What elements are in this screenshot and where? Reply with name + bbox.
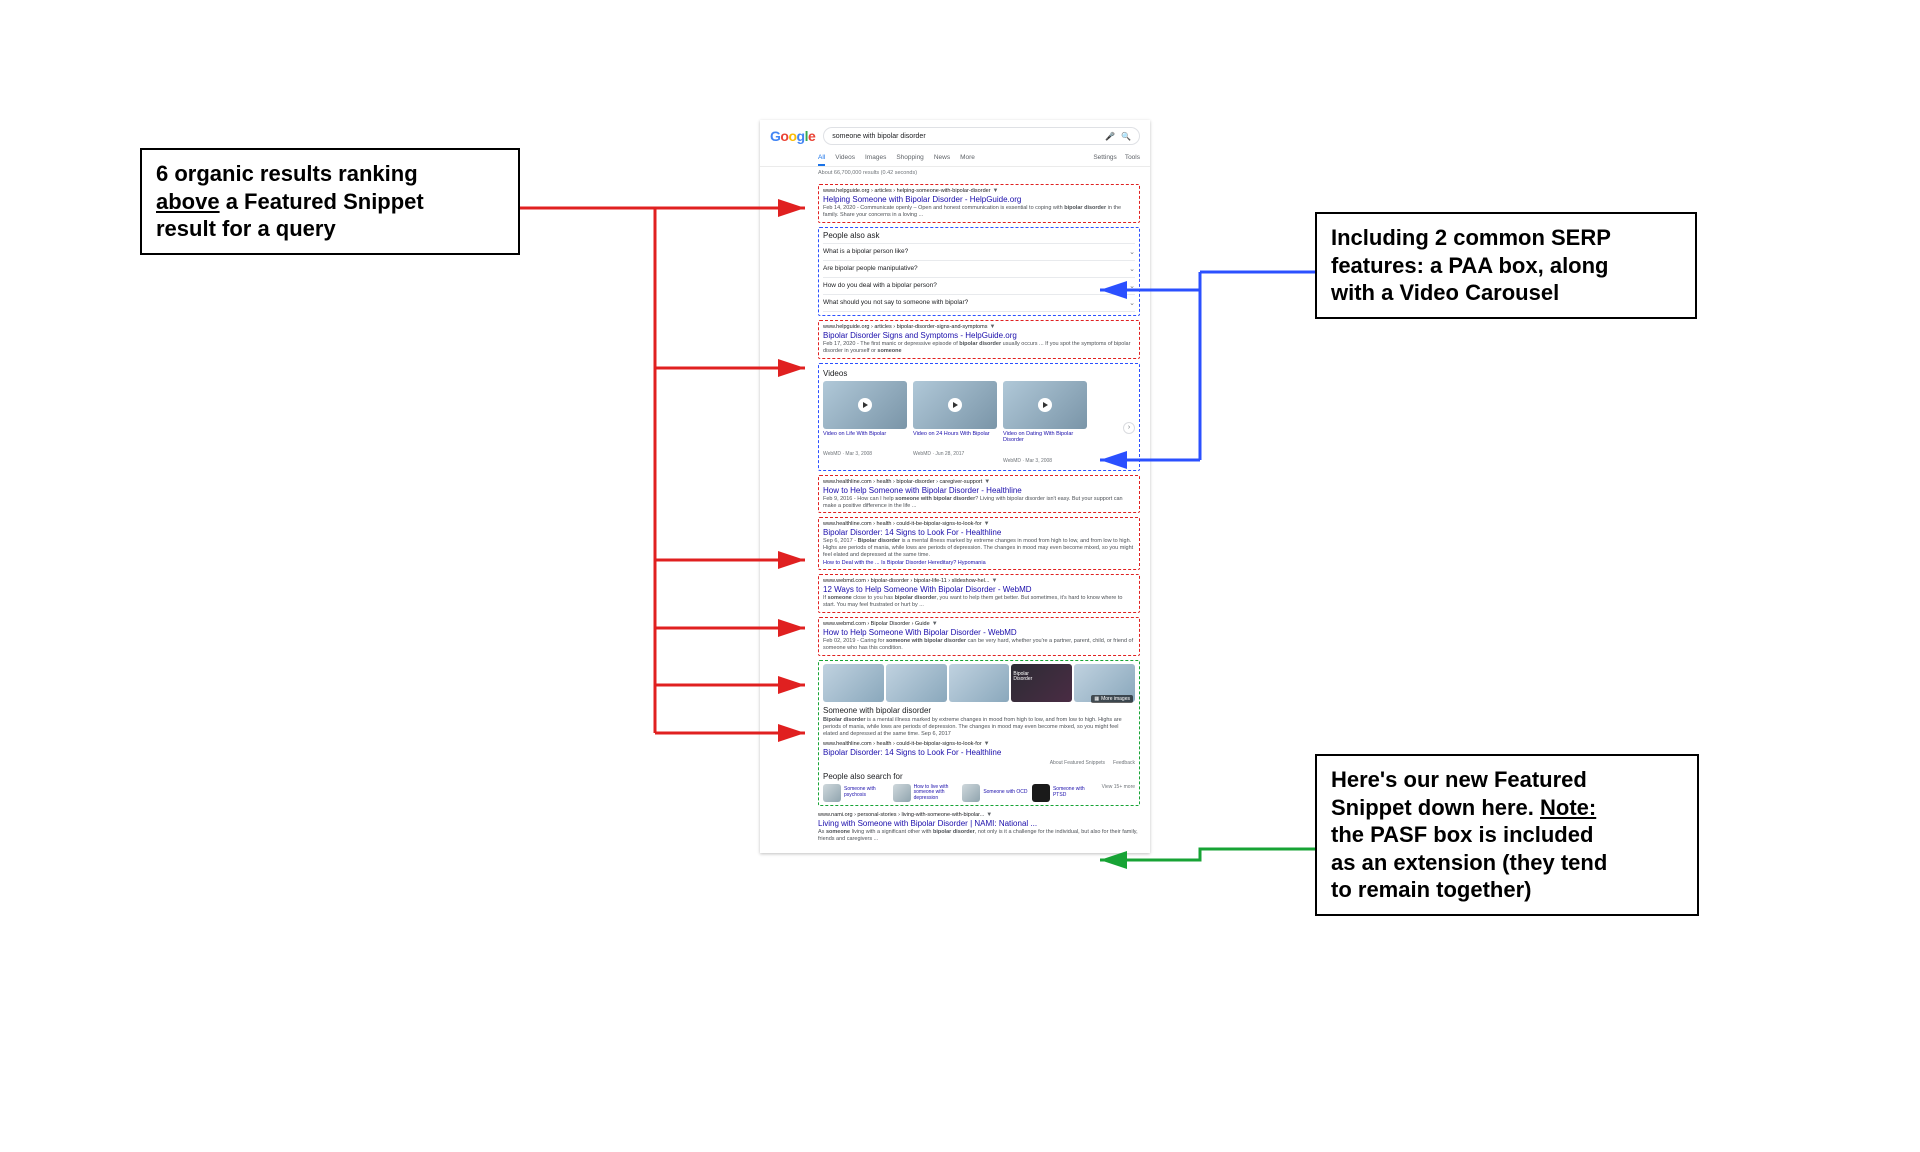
result-title[interactable]: Living with Someone with Bipolar Disorde…: [818, 819, 1140, 828]
feedback-link[interactable]: Feedback: [1113, 760, 1135, 766]
video-card[interactable]: Video on Life With Bipolar WebMD · Mar 3…: [823, 381, 907, 464]
play-icon: [1038, 398, 1052, 412]
search-icon[interactable]: 🔍: [1121, 132, 1131, 141]
callout-right-top: Including 2 common SERP features: a PAA …: [1315, 212, 1697, 319]
tab-videos[interactable]: Videos: [835, 151, 855, 166]
search-input[interactable]: someone with bipolar disorder 🎤 🔍: [823, 127, 1140, 145]
paa-question[interactable]: What should you not say to someone with …: [823, 294, 1135, 312]
organic-result-4: www.healthline.com › health › could-it-b…: [818, 517, 1140, 570]
tab-shopping[interactable]: Shopping: [896, 151, 923, 166]
mic-icon[interactable]: 🎤: [1105, 132, 1115, 141]
serp-body: www.helpguide.org › articles › helping-s…: [760, 176, 1150, 853]
result-title[interactable]: 12 Ways to Help Someone With Bipolar Dis…: [823, 585, 1135, 594]
organic-result-7: www.nami.org › personal-stories › living…: [818, 812, 1140, 843]
fs-image[interactable]: [823, 664, 884, 702]
dropdown-icon[interactable]: ▼: [992, 578, 998, 584]
pasf-item[interactable]: Someone with psychosis: [823, 784, 889, 802]
chevron-down-icon: ⌄: [1129, 282, 1135, 290]
video-thumb: [913, 381, 997, 429]
more-images-chip[interactable]: ▦More images: [1091, 695, 1133, 703]
pasf-title: People also search for: [823, 772, 1135, 781]
serp-screenshot: Google someone with bipolar disorder 🎤 🔍…: [760, 120, 1150, 853]
result-title[interactable]: Helping Someone with Bipolar Disorder - …: [823, 195, 1135, 204]
play-icon: [948, 398, 962, 412]
organic-result-1: www.helpguide.org › articles › helping-s…: [818, 184, 1140, 223]
paa-question[interactable]: Are bipolar people manipulative?⌄: [823, 260, 1135, 277]
fs-text: Bipolar disorder is a mental illness mar…: [823, 717, 1135, 738]
chevron-down-icon: ⌄: [1129, 265, 1135, 273]
callout-left-line2: above a Featured Snippet: [156, 188, 504, 216]
paa-question[interactable]: How do you deal with a bipolar person?⌄: [823, 277, 1135, 294]
paa-question[interactable]: What is a bipolar person like?⌄: [823, 243, 1135, 260]
result-sublinks[interactable]: How to Deal with the ... Is Bipolar Diso…: [823, 560, 1135, 566]
callout-left-line1: 6 organic results ranking: [156, 160, 504, 188]
callout-left: 6 organic results ranking above a Featur…: [140, 148, 520, 255]
serp-tabs: All Videos Images Shopping News More Set…: [760, 149, 1150, 167]
result-title[interactable]: Bipolar Disorder Signs and Symptoms - He…: [823, 331, 1135, 340]
result-title[interactable]: How to Help Someone with Bipolar Disorde…: [823, 486, 1135, 495]
tab-all[interactable]: All: [818, 151, 825, 166]
tab-more[interactable]: More: [960, 151, 975, 166]
organic-result-5: www.webmd.com › bipolar-disorder › bipol…: [818, 574, 1140, 613]
tab-settings[interactable]: Settings: [1093, 151, 1117, 166]
video-carousel: Videos Video on Life With Bipolar WebMD …: [818, 363, 1140, 471]
play-icon: [858, 398, 872, 412]
pasf-item[interactable]: How to live with someone with depression: [893, 784, 959, 802]
tab-news[interactable]: News: [934, 151, 950, 166]
tab-tools[interactable]: Tools: [1125, 151, 1140, 166]
video-card[interactable]: Video on 24 Hours With Bipolar WebMD · J…: [913, 381, 997, 464]
google-logo: Google: [770, 128, 815, 144]
dropdown-icon[interactable]: ▼: [993, 188, 999, 194]
callout-left-line3: result for a query: [156, 215, 504, 243]
dropdown-icon[interactable]: ▼: [984, 521, 990, 527]
fs-image[interactable]: [949, 664, 1010, 702]
dropdown-icon[interactable]: ▼: [984, 741, 990, 747]
result-title[interactable]: How to Help Someone With Bipolar Disorde…: [823, 628, 1135, 637]
pasf-item[interactable]: Someone with OCD: [962, 784, 1028, 802]
result-stats: About 66,700,000 results (0.42 seconds): [760, 167, 1150, 176]
about-fs-link[interactable]: About Featured Snippets: [1050, 760, 1105, 766]
pasf-row: Someone with psychosis How to live with …: [823, 784, 1135, 802]
fs-image[interactable]: [886, 664, 947, 702]
chevron-down-icon: ⌄: [1129, 248, 1135, 256]
pasf-more-link[interactable]: View 15+ more: [1102, 784, 1135, 790]
pasf-item[interactable]: Someone with PTSD: [1032, 784, 1098, 802]
fs-image[interactable]: BipolarDisorder: [1011, 664, 1072, 702]
fs-url: www.healthline.com › health › could-it-b…: [823, 741, 1135, 747]
organic-result-6: www.webmd.com › Bipolar Disorder › Guide…: [818, 617, 1140, 656]
featured-snippet: BipolarDisorder ▦More images Someone wit…: [818, 660, 1140, 806]
callout-right-bottom: Here's our new Featured Snippet down her…: [1315, 754, 1699, 916]
carousel-next-icon[interactable]: ›: [1123, 422, 1135, 434]
organic-result-2: www.helpguide.org › articles › bipolar-d…: [818, 320, 1140, 359]
dropdown-icon[interactable]: ▼: [984, 479, 990, 485]
video-card[interactable]: Video on Dating With Bipolar Disorder We…: [1003, 381, 1087, 464]
video-thumb: [1003, 381, 1087, 429]
paa-box: People also ask What is a bipolar person…: [818, 227, 1140, 316]
dropdown-icon[interactable]: ▼: [932, 621, 938, 627]
result-title[interactable]: Bipolar Disorder: 14 Signs to Look For -…: [823, 528, 1135, 537]
fs-heading: Someone with bipolar disorder: [823, 706, 1135, 715]
dropdown-icon[interactable]: ▼: [989, 324, 995, 330]
fs-title[interactable]: Bipolar Disorder: 14 Signs to Look For -…: [823, 748, 1135, 757]
search-query-text: someone with bipolar disorder: [832, 133, 925, 140]
dropdown-icon[interactable]: ▼: [986, 812, 992, 818]
fs-image-row: BipolarDisorder: [823, 664, 1135, 702]
tab-images[interactable]: Images: [865, 151, 886, 166]
chevron-down-icon: ⌄: [1129, 299, 1135, 307]
serp-header: Google someone with bipolar disorder 🎤 🔍: [760, 120, 1150, 149]
organic-result-3: www.healthline.com › health › bipolar-di…: [818, 475, 1140, 514]
video-thumb: [823, 381, 907, 429]
